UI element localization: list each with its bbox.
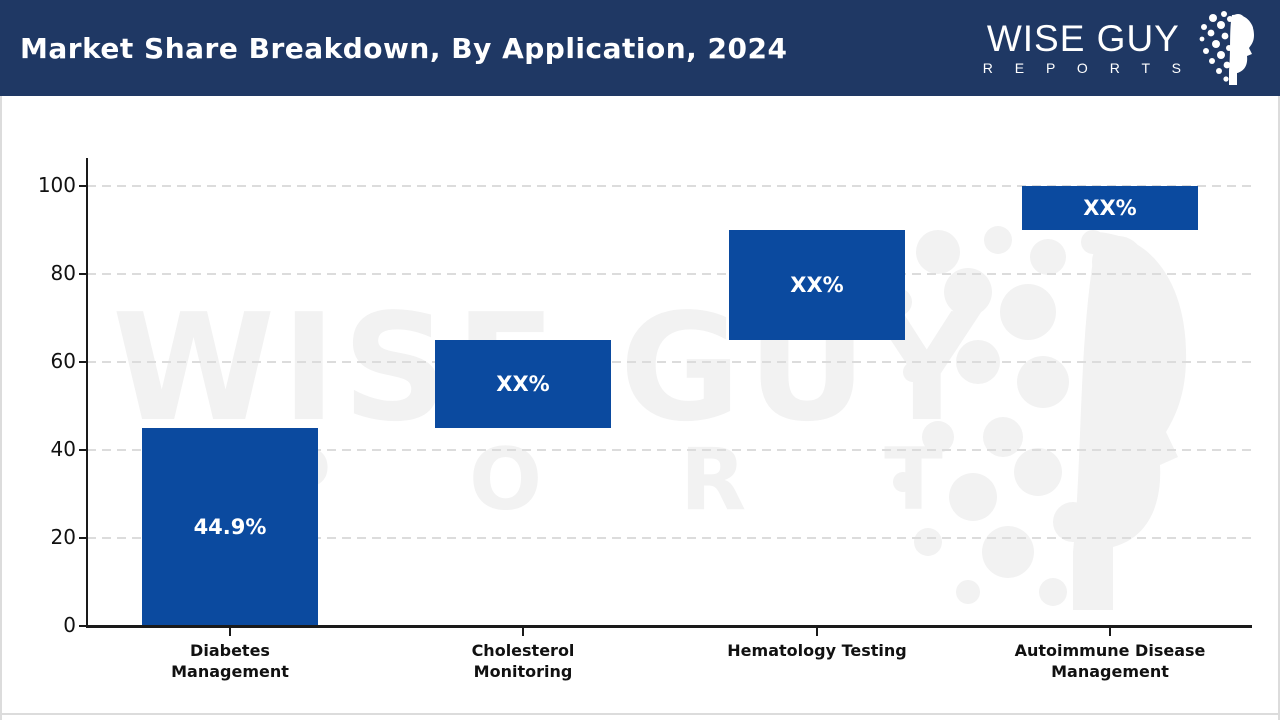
gridline-20 xyxy=(87,537,1253,539)
gridline-100 xyxy=(87,185,1253,187)
logo-head-icon xyxy=(1199,11,1254,85)
bar-3: XX% xyxy=(1022,186,1198,230)
x-category-label: Autoimmune Disease Management xyxy=(980,640,1240,682)
gridline-80 xyxy=(87,273,1253,275)
x-category-label-line: Management xyxy=(1051,662,1169,681)
y-tick-label-80: 80 xyxy=(50,261,76,285)
x-category-label: Diabetes Management xyxy=(100,640,360,682)
y-tick-0 xyxy=(79,625,87,627)
bar-value-label: XX% xyxy=(496,372,550,397)
x-category-label: Cholesterol Monitoring xyxy=(393,640,653,682)
gridline-60 xyxy=(87,361,1253,363)
y-tick-label-60: 60 xyxy=(50,349,76,373)
x-tick-0 xyxy=(229,628,231,636)
x-category-label-line: Autoimmune Disease xyxy=(1014,641,1206,660)
y-axis-line xyxy=(86,158,88,627)
x-tick-1 xyxy=(522,628,524,636)
logo-text: WISE GUY R E P O R T S xyxy=(977,17,1190,77)
page-title: Market Share Breakdown, By Application, … xyxy=(20,31,788,65)
bar-value-label: XX% xyxy=(1083,196,1137,220)
y-tick-label-20: 20 xyxy=(50,525,76,549)
bar-value-label: 44.9% xyxy=(193,515,267,540)
frame-edge-bottom xyxy=(0,713,1280,715)
bar-2: XX% xyxy=(729,230,905,340)
x-category-label: Hematology Testing xyxy=(687,640,947,661)
x-tick-2 xyxy=(816,628,818,636)
bar-1: XX% xyxy=(435,340,611,429)
y-tick-label-100: 100 xyxy=(37,173,76,197)
frame-edge-right xyxy=(1278,96,1280,720)
y-tick-label-40: 40 xyxy=(50,437,76,461)
x-category-label-line: Diabetes xyxy=(190,641,270,660)
frame-edge-left xyxy=(0,96,2,720)
x-category-label-line: Monitoring xyxy=(473,662,573,681)
header-bar: Market Share Breakdown, By Application, … xyxy=(0,0,1280,96)
gridline-40 xyxy=(87,449,1253,451)
y-tick-40 xyxy=(79,449,87,451)
x-category-label-line: Management xyxy=(171,662,289,681)
bar-0: 44.9% xyxy=(142,428,318,626)
y-tick-60 xyxy=(79,361,87,363)
wise-guy-reports-logo: WISE GUY R E P O R T S xyxy=(977,9,1258,87)
watermark-head-graphic xyxy=(884,226,1187,610)
x-category-label-line: Hematology Testing xyxy=(727,641,907,660)
y-tick-20 xyxy=(79,537,87,539)
logo-subtitle: R E P O R T S xyxy=(982,60,1190,77)
y-tick-label-0: 0 xyxy=(63,613,76,637)
bar-value-label: XX% xyxy=(790,273,844,297)
x-category-label-line: Cholesterol xyxy=(471,641,575,660)
x-tick-3 xyxy=(1109,628,1111,636)
y-tick-100 xyxy=(79,185,87,187)
x-axis-line xyxy=(86,625,1252,628)
y-tick-80 xyxy=(79,273,87,275)
logo-wordmark: WISE GUY xyxy=(986,17,1180,59)
